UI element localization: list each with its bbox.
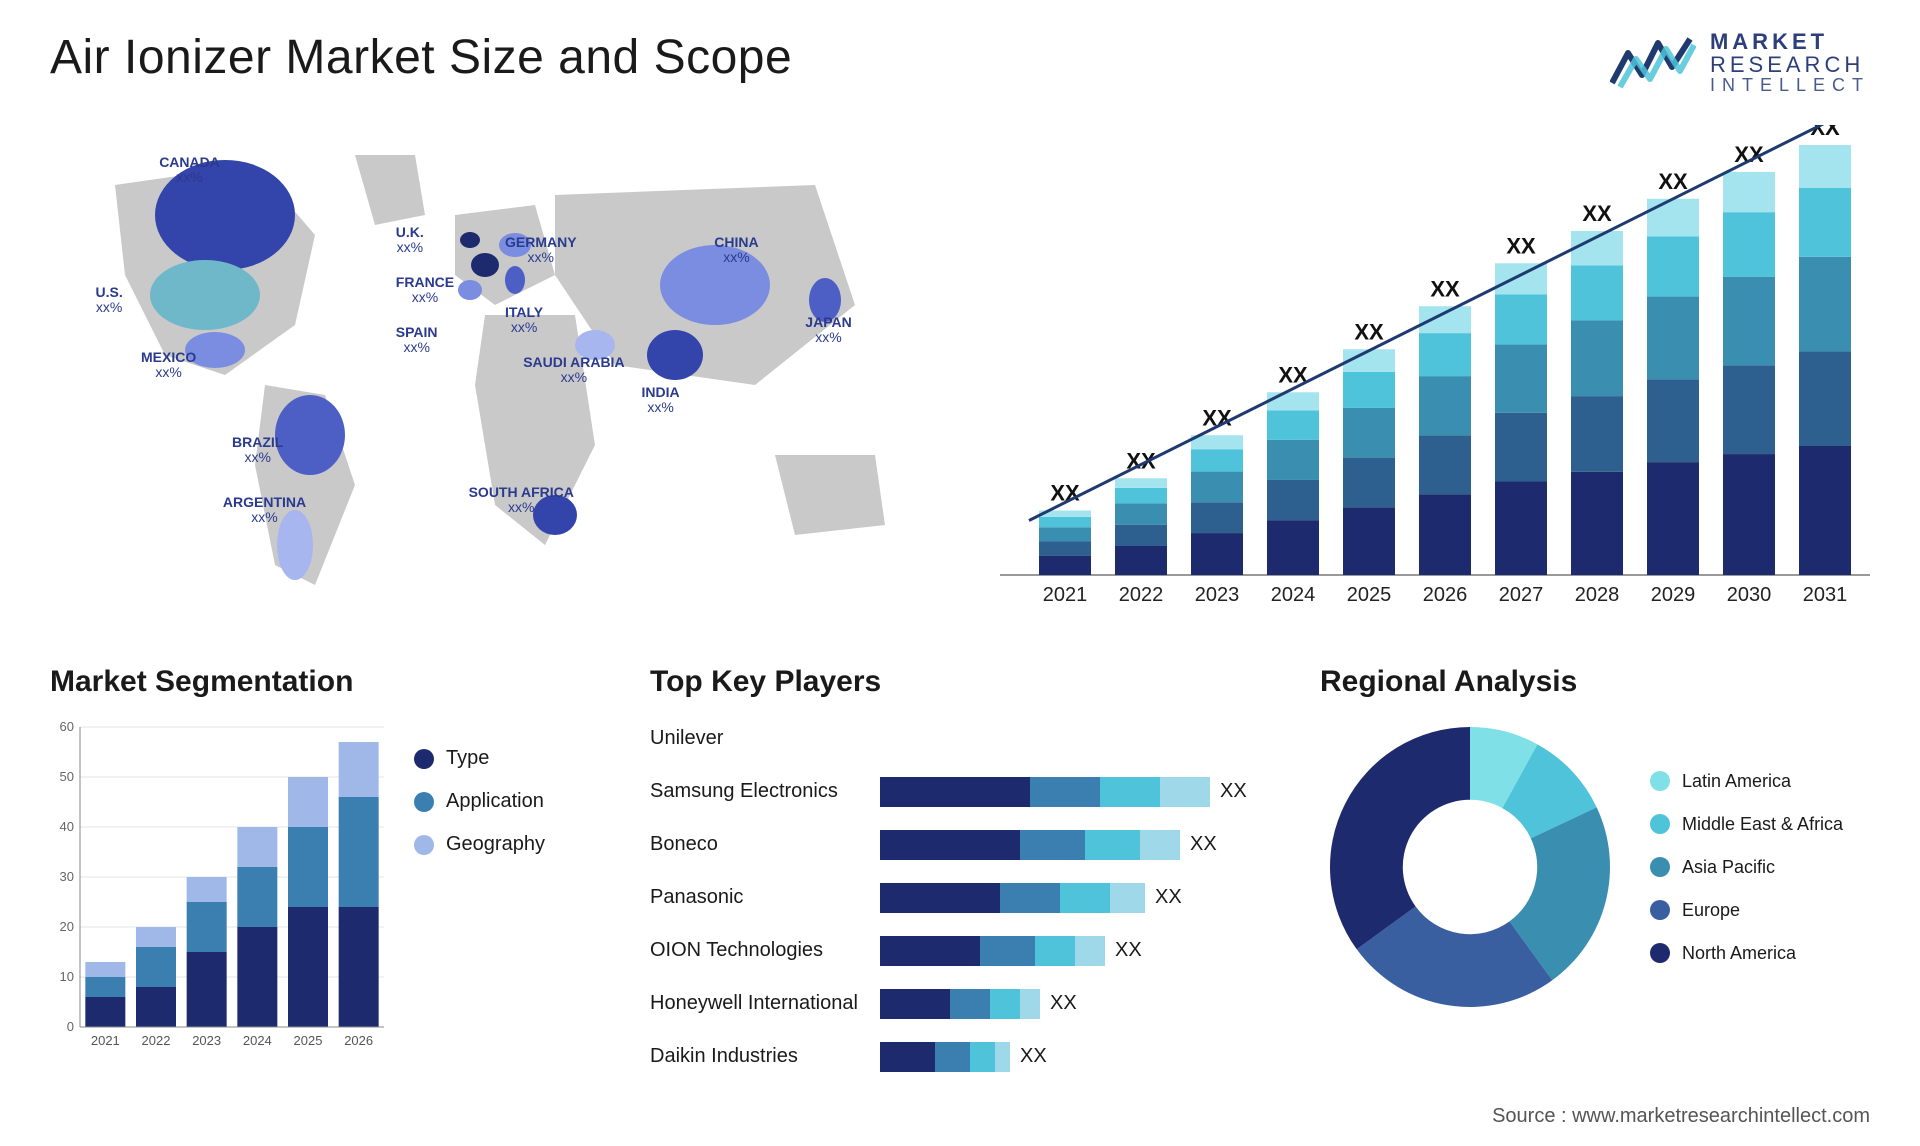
page-title: Air Ionizer Market Size and Scope: [50, 30, 792, 85]
regional-legend: Latin America Middle East & Africa Asia Pa…: [1650, 771, 1843, 964]
forecast-chart: XX2021XX2022XX2023XX2024XX2025XX2026XX20…: [1000, 125, 1870, 625]
brand-logo: MARKET RESEARCH INTELLECT: [1610, 30, 1870, 95]
legend-dot-icon: [1650, 771, 1670, 791]
legend-label: North America: [1682, 943, 1796, 964]
legend-dot-icon: [414, 749, 434, 769]
svg-text:10: 10: [60, 969, 74, 984]
seg-legend-item: Application: [414, 790, 545, 813]
regional-legend-item: North America: [1650, 943, 1843, 964]
player-name: OION Technologies: [650, 939, 880, 962]
seg-legend-item: Geography: [414, 833, 545, 856]
svg-text:2024: 2024: [243, 1033, 272, 1048]
player-value: XX: [1220, 780, 1247, 803]
segmentation-chart: 0 10 20 30 40 50 60 2021 2022 2023 2024 2025 2026: [50, 717, 390, 1057]
svg-text:2028: 2028: [1575, 584, 1620, 606]
player-row: Honeywell International XX: [650, 982, 1290, 1025]
svg-text:20: 20: [60, 919, 74, 934]
regional-legend-item: Europe: [1650, 900, 1843, 921]
svg-text:30: 30: [60, 869, 74, 884]
legend-label: Latin America: [1682, 771, 1791, 792]
svg-text:XX: XX: [1658, 169, 1688, 194]
svg-text:2022: 2022: [142, 1033, 171, 1048]
svg-text:60: 60: [60, 719, 74, 734]
player-row: OION Technologies XX: [650, 929, 1290, 972]
logo-mark-icon: [1610, 33, 1696, 93]
legend-label: Middle East & Africa: [1682, 814, 1843, 835]
svg-text:40: 40: [60, 819, 74, 834]
player-value: XX: [1155, 886, 1182, 909]
players-panel: Top Key Players Unilever Samsung Electron…: [650, 665, 1290, 1095]
svg-text:XX: XX: [1354, 319, 1384, 344]
player-name: Boneco: [650, 833, 880, 856]
svg-text:XX: XX: [1582, 201, 1612, 226]
player-value: XX: [1115, 939, 1142, 962]
player-row: Samsung Electronics XX: [650, 770, 1290, 813]
player-name: Unilever: [650, 727, 880, 750]
logo-line2: RESEARCH: [1710, 53, 1870, 76]
legend-dot-icon: [1650, 900, 1670, 920]
player-row: Daikin Industries XX: [650, 1035, 1290, 1078]
svg-text:XX: XX: [1506, 233, 1536, 258]
segmentation-legend: Type Application Geography: [414, 717, 545, 856]
svg-text:2031: 2031: [1803, 584, 1848, 606]
svg-text:2023: 2023: [192, 1033, 221, 1048]
svg-text:XX: XX: [1430, 276, 1460, 301]
svg-text:2026: 2026: [1423, 584, 1468, 606]
player-name: Samsung Electronics: [650, 780, 880, 803]
world-map: CANADAxx%U.S.xx%MEXICOxx%BRAZILxx%ARGENT…: [50, 125, 960, 625]
player-bar: [880, 883, 1145, 913]
seg-legend-item: Type: [414, 747, 545, 770]
svg-text:2025: 2025: [294, 1033, 323, 1048]
svg-text:2021: 2021: [91, 1033, 120, 1048]
player-name: Panasonic: [650, 886, 880, 909]
logo-line1: MARKET: [1710, 30, 1870, 53]
segmentation-panel: Market Segmentation 0 10 20 30 40 50 60 2021 202…: [50, 665, 620, 1095]
player-value: XX: [1190, 833, 1217, 856]
regional-donut: [1320, 717, 1620, 1017]
legend-label: Application: [446, 790, 544, 813]
legend-label: Europe: [1682, 900, 1740, 921]
player-bar: [880, 989, 1040, 1019]
segmentation-title: Market Segmentation: [50, 665, 620, 699]
svg-text:2023: 2023: [1195, 584, 1240, 606]
legend-dot-icon: [1650, 857, 1670, 877]
svg-text:2030: 2030: [1727, 584, 1772, 606]
player-value: XX: [1050, 992, 1077, 1015]
svg-text:50: 50: [60, 769, 74, 784]
player-row: Unilever: [650, 717, 1290, 760]
legend-dot-icon: [414, 792, 434, 812]
logo-line3: INTELLECT: [1710, 76, 1870, 95]
regional-title: Regional Analysis: [1320, 665, 1870, 699]
svg-text:2025: 2025: [1347, 584, 1392, 606]
svg-text:2027: 2027: [1499, 584, 1544, 606]
source-attribution: Source : www.marketresearchintellect.com: [1492, 1105, 1870, 1128]
regional-legend-item: Asia Pacific: [1650, 857, 1843, 878]
regional-legend-item: Latin America: [1650, 771, 1843, 792]
svg-text:2022: 2022: [1119, 584, 1164, 606]
legend-label: Asia Pacific: [1682, 857, 1775, 878]
regional-panel: Regional Analysis Latin America Middle Ea…: [1320, 665, 1870, 1095]
legend-label: Geography: [446, 833, 545, 856]
svg-text:2024: 2024: [1271, 584, 1316, 606]
legend-dot-icon: [1650, 814, 1670, 834]
svg-text:2026: 2026: [344, 1033, 373, 1048]
svg-text:2029: 2029: [1651, 584, 1696, 606]
player-name: Honeywell International: [650, 992, 880, 1015]
player-bar: [880, 936, 1105, 966]
legend-dot-icon: [414, 835, 434, 855]
players-title: Top Key Players: [650, 665, 1290, 699]
player-bar: [880, 777, 1210, 807]
regional-legend-item: Middle East & Africa: [1650, 814, 1843, 835]
legend-dot-icon: [1650, 943, 1670, 963]
legend-label: Type: [446, 747, 489, 770]
svg-text:2021: 2021: [1043, 584, 1088, 606]
player-row: Boneco XX: [650, 823, 1290, 866]
svg-text:0: 0: [67, 1019, 74, 1034]
player-name: Daikin Industries: [650, 1045, 880, 1068]
player-value: XX: [1020, 1045, 1047, 1068]
player-bar: [880, 830, 1180, 860]
player-bar: [880, 1042, 1010, 1072]
player-row: Panasonic XX: [650, 876, 1290, 919]
